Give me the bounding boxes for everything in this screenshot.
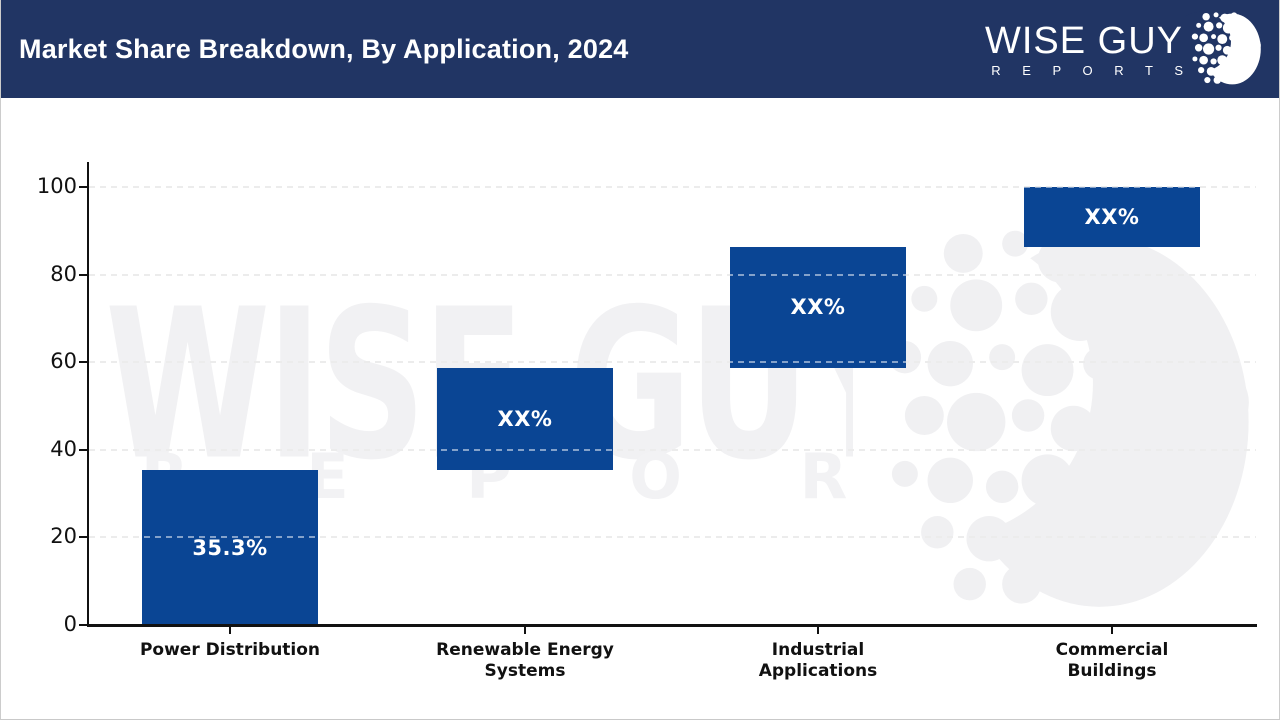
header-bar: Market Share Breakdown, By Application, … bbox=[1, 0, 1279, 98]
x-category-label: Commercial Buildings bbox=[1055, 640, 1169, 681]
y-tick-label: 0 bbox=[63, 612, 77, 636]
x-category-label: Power Distribution bbox=[139, 640, 321, 660]
y-axis-line bbox=[87, 162, 89, 625]
gridline-overlay bbox=[89, 273, 1256, 276]
y-tick-mark bbox=[79, 273, 88, 276]
logo-brand-sub: R E P O R T S bbox=[991, 62, 1192, 78]
bar bbox=[437, 367, 613, 471]
bar bbox=[1024, 187, 1200, 247]
gridline-overlay bbox=[89, 536, 1256, 539]
y-tick-label: 100 bbox=[36, 174, 77, 198]
x-tick-mark bbox=[229, 625, 231, 634]
y-tick-label: 80 bbox=[50, 261, 77, 286]
bar-value-label: XX% bbox=[790, 295, 846, 320]
x-tick-mark bbox=[524, 625, 526, 634]
logo-text: WISE GUY R E P O R T S bbox=[985, 21, 1183, 78]
y-tick-mark bbox=[79, 448, 88, 451]
gridline-overlay bbox=[89, 448, 1256, 451]
gridline-overlay bbox=[89, 361, 1256, 364]
y-tick-label: 40 bbox=[50, 436, 77, 461]
x-axis-line bbox=[87, 624, 1257, 627]
y-tick-mark bbox=[79, 361, 88, 364]
bar bbox=[142, 470, 318, 625]
y-tick-mark bbox=[79, 624, 88, 626]
bar-value-label: 35.3% bbox=[192, 535, 268, 560]
x-category-label: Industrial Applications bbox=[758, 640, 878, 681]
x-tick-mark bbox=[1111, 625, 1113, 634]
logo-brand-name: WISE GUY bbox=[984, 19, 1183, 62]
y-tick-label: 60 bbox=[50, 349, 77, 374]
bar-value-label: XX% bbox=[497, 407, 553, 432]
chart-title: Market Share Breakdown, By Application, … bbox=[19, 33, 629, 64]
y-tick-mark bbox=[79, 536, 88, 539]
y-tick-mark bbox=[79, 186, 88, 188]
x-category-label: Renewable Energy Systems bbox=[436, 640, 614, 681]
logo-head-icon bbox=[1185, 11, 1261, 85]
watermark-head-icon bbox=[853, 227, 1249, 607]
x-tick-mark bbox=[817, 625, 819, 634]
bar bbox=[730, 247, 906, 368]
y-tick-label: 20 bbox=[50, 524, 77, 549]
bar-value-label: XX% bbox=[1084, 205, 1140, 229]
wiseguy-logo: WISE GUY R E P O R T S bbox=[985, 6, 1267, 92]
gridline-overlay bbox=[89, 186, 1256, 188]
